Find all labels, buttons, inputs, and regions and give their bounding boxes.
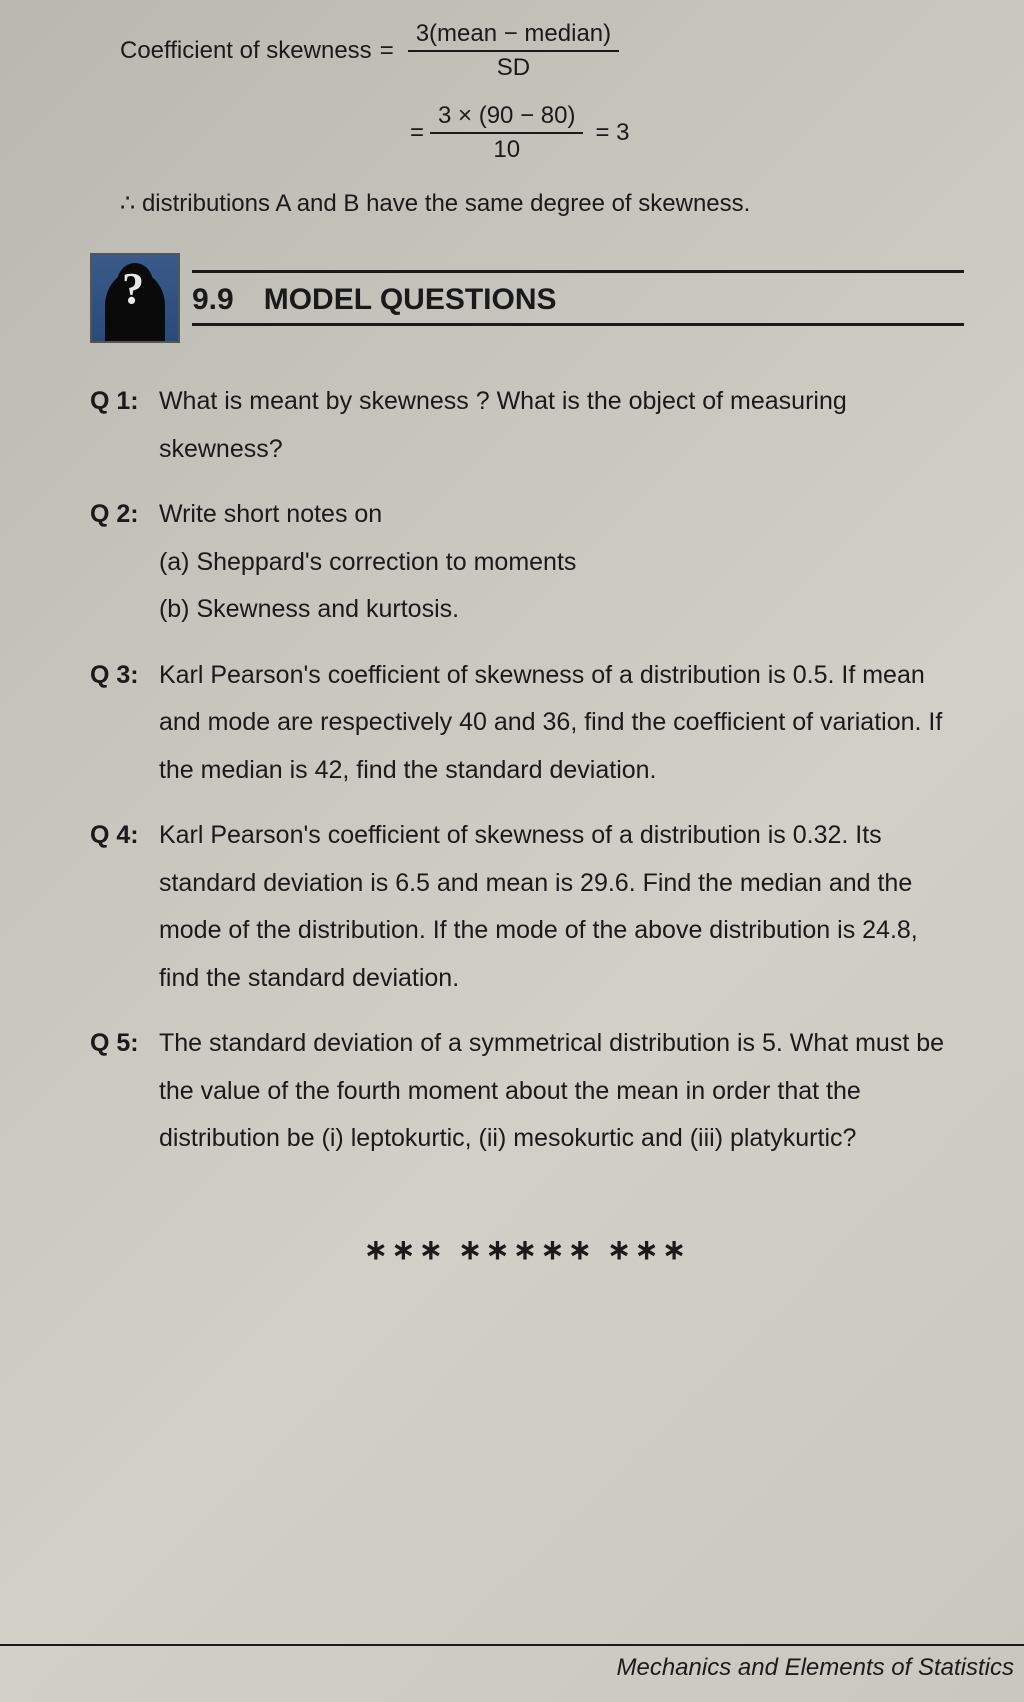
denominator-2: 10 — [485, 134, 528, 164]
denominator-1: SD — [489, 52, 538, 82]
question-5: Q 5: The standard deviation of a symmetr… — [90, 1020, 964, 1163]
formula-result: = 3 — [595, 119, 629, 147]
equals-1: = — [380, 37, 394, 65]
question-4: Q 4: Karl Pearson's coefficient of skewn… — [90, 812, 964, 1002]
question-1: Q 1: What is meant by skewness ? What is… — [90, 378, 964, 473]
section-title-text: MODEL QUESTIONS — [264, 283, 557, 317]
equals-2: = — [410, 119, 424, 147]
section-title-wrap: 9.9 MODEL QUESTIONS — [192, 270, 964, 326]
q5-label: Q 5: — [90, 1020, 152, 1068]
q1-label: Q 1: — [90, 378, 152, 426]
formula-line-2: = 3 × (90 − 80) 10 = 3 — [410, 102, 964, 164]
question-2: Q 2: Write short notes on (a) Sheppard's… — [90, 491, 964, 634]
formula-label: Coefficient of skewness — [120, 37, 372, 65]
q2-a: (a) Sheppard's correction to moments — [159, 548, 576, 576]
q5-text: The standard deviation of a symmetrical … — [159, 1020, 963, 1163]
fraction-1: 3(mean − median) SD — [408, 20, 619, 82]
q2-b: (b) Skewness and kurtosis. — [159, 595, 459, 623]
section-title: 9.9 MODEL QUESTIONS — [192, 277, 964, 326]
conclusion-text: ∴ distributions A and B have the same de… — [120, 189, 964, 218]
q3-label: Q 3: — [90, 652, 152, 700]
formula-block: Coefficient of skewness = 3(mean − media… — [90, 20, 964, 218]
numerator-1: 3(mean − median) — [408, 20, 619, 52]
q3-text: Karl Pearson's coefficient of skewness o… — [159, 652, 963, 795]
numerator-2: 3 × (90 − 80) — [430, 102, 583, 134]
q4-label: Q 4: — [90, 812, 152, 860]
q1-text: What is meant by skewness ? What is the … — [159, 378, 963, 473]
formula-line-1: Coefficient of skewness = 3(mean − media… — [120, 20, 964, 82]
question-head-icon: ? — [90, 253, 180, 343]
q4-text: Karl Pearson's coefficient of skewness o… — [159, 812, 963, 1002]
footer: Mechanics and Elements of Statistics — [0, 1644, 1024, 1682]
question-3: Q 3: Karl Pearson's coefficient of skewn… — [90, 652, 964, 795]
q2-label: Q 2: — [90, 491, 152, 539]
section-header: ? 9.9 MODEL QUESTIONS — [90, 253, 964, 343]
fraction-2: 3 × (90 − 80) 10 — [430, 102, 583, 164]
separator: ∗∗∗ ∗∗∗∗∗ ∗∗∗ — [90, 1233, 964, 1266]
q2-text: Write short notes on — [159, 500, 382, 528]
section-number: 9.9 — [192, 283, 234, 317]
footer-text: Mechanics and Elements of Statistics — [0, 1654, 1024, 1682]
